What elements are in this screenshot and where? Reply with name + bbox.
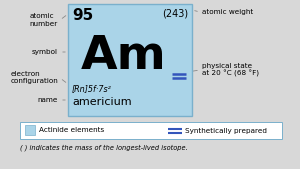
Text: atomic weight: atomic weight xyxy=(202,9,253,15)
Text: (243): (243) xyxy=(162,8,188,18)
Text: Am: Am xyxy=(81,34,167,79)
Text: ( ) indicates the mass of the longest-lived isotope.: ( ) indicates the mass of the longest-li… xyxy=(20,144,188,151)
Text: americium: americium xyxy=(72,97,132,107)
Bar xyxy=(68,4,192,116)
Text: Synthetically prepared: Synthetically prepared xyxy=(185,127,267,134)
Text: symbol: symbol xyxy=(32,49,58,55)
Text: atomic
number: atomic number xyxy=(30,14,58,27)
Text: Actinide elements: Actinide elements xyxy=(39,127,104,134)
Text: physical state
at 20 °C (68 °F): physical state at 20 °C (68 °F) xyxy=(202,63,259,77)
Text: name: name xyxy=(38,97,58,103)
Text: [Rn]5f·7s²: [Rn]5f·7s² xyxy=(72,84,112,93)
Text: 95: 95 xyxy=(72,8,93,23)
Bar xyxy=(25,125,35,135)
Text: electron
configuration: electron configuration xyxy=(10,71,58,84)
Bar xyxy=(20,122,282,139)
